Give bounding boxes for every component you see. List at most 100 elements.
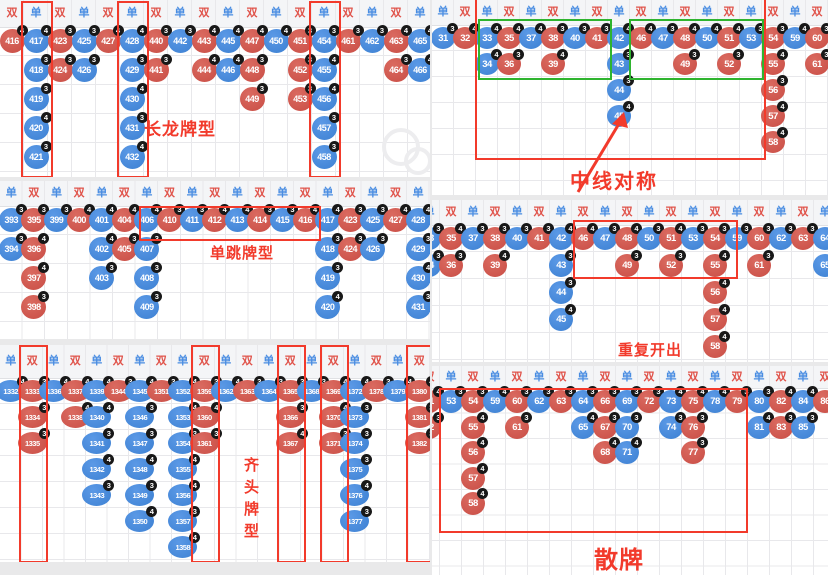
result-ball: 71 4 [615, 437, 642, 464]
result-ball: 62 3 [527, 386, 554, 413]
count-badge: 3 [653, 223, 664, 234]
column-header-odd: 单 [263, 355, 275, 367]
column-header-even: 双 [26, 355, 38, 367]
count-badge: 4 [719, 331, 730, 342]
column-header-odd: 单 [414, 7, 426, 19]
column-header-odd: 单 [687, 206, 699, 218]
draw-number: 1379 [390, 386, 406, 396]
draw-number: 59 [732, 233, 742, 244]
column-header-even: 双 [327, 355, 339, 367]
count-badge: 3 [422, 291, 430, 302]
draw-number: 455 [317, 65, 331, 75]
count-badge: 3 [763, 250, 774, 261]
count-badge: 3 [151, 233, 163, 244]
result-ball: 68 4 [593, 437, 620, 464]
count-badge: 4 [499, 386, 510, 397]
count-badge: 3 [422, 233, 430, 244]
count-badge: 3 [40, 141, 52, 152]
column-header-even: 双 [246, 7, 258, 19]
column-header-odd: 单 [30, 7, 42, 19]
count-badge: 3 [425, 402, 430, 413]
result-ball: 1348 4 [125, 454, 158, 480]
result-ball: 48 4 [673, 23, 700, 49]
count-badge: 3 [623, 49, 634, 60]
result-ball: 403 3 [89, 262, 118, 290]
column-header-even: 双 [635, 6, 647, 18]
draw-number: 46 [636, 32, 646, 44]
count-badge: 4 [241, 204, 253, 215]
result-ball: 79 3 [725, 386, 752, 413]
result-ball: 398 3 [21, 291, 50, 319]
draw-number: 432 [125, 152, 139, 162]
count-badge: 3 [64, 25, 76, 36]
result-ball: 85 3 [791, 411, 818, 439]
column-header-even: 双 [797, 206, 809, 218]
count-badge: 4 [763, 411, 774, 423]
draw-number: 425 [366, 215, 380, 225]
result-ball: 63 3 [549, 386, 576, 413]
result-ball: 67 3 [593, 411, 620, 439]
column-header-odd: 单 [50, 187, 62, 199]
result-ball: 429 3 [119, 54, 148, 82]
column-header-odd: 单 [731, 206, 743, 218]
column-header-even: 双 [294, 7, 306, 19]
draw-number: 1364 [261, 386, 277, 396]
draw-number: 421 [29, 152, 43, 162]
count-badge: 4 [189, 532, 201, 543]
column-header-odd: 单 [701, 6, 713, 18]
count-badge: 3 [400, 54, 412, 65]
count-badge: 4 [400, 204, 411, 215]
draw-number: 57 [710, 314, 720, 325]
count-badge: 4 [296, 428, 308, 439]
result-ball: 13813 [404, 402, 430, 428]
result-ball: 37 3 [461, 223, 488, 250]
draw-number: 75 [688, 396, 698, 407]
result-ball: 81 4 [747, 411, 774, 439]
draw-number: 46 [578, 233, 588, 244]
count-badge: 3 [136, 112, 148, 123]
count-badge: 3 [361, 402, 373, 413]
draw-number: 1354 [175, 438, 191, 448]
draw-number: 440 [149, 36, 163, 46]
draw-number: 397 [27, 273, 41, 283]
count-badge: 3 [631, 411, 642, 423]
draw-number: 446 [221, 65, 235, 75]
result-ball: 76 3 [681, 411, 708, 439]
draw-number: 427 [101, 36, 115, 46]
draw-number: 59 [790, 32, 800, 44]
column-header-odd: 单 [5, 355, 17, 367]
count-badge: 3 [151, 291, 163, 302]
draw-number: 36 [446, 260, 456, 271]
annotation-label: 长龙牌型 [144, 120, 216, 139]
draw-number: 441 [149, 65, 163, 75]
draw-number: 53 [746, 32, 756, 44]
result-ball: 61 3 [805, 49, 828, 75]
count-badge: 3 [328, 25, 340, 36]
result-ball: 36 3 [497, 49, 524, 75]
column-header-odd: 单 [665, 371, 677, 383]
count-badge: 3 [543, 223, 554, 234]
draw-number: 60 [512, 396, 522, 407]
count-badge: 4 [136, 141, 148, 152]
count-badge: 3 [361, 428, 373, 439]
count-badge: 3 [88, 54, 100, 65]
draw-number: 1374 [347, 438, 363, 448]
result-ball: 1335 3 [17, 428, 50, 454]
column-header-odd: 单 [525, 6, 537, 18]
result-ball: 42 4 [549, 223, 576, 250]
count-badge: 3 [521, 223, 532, 234]
draw-number: 72 [644, 396, 654, 407]
draw-number: 44 [556, 287, 566, 298]
result-ball: 66 3 [593, 386, 620, 413]
result-ball: 450 4 [263, 25, 292, 53]
column-header-even: 双 [555, 371, 567, 383]
column-header-odd: 单 [5, 187, 17, 199]
draw-number: 61 [812, 58, 822, 70]
result-ball: 458 3 [311, 141, 340, 169]
count-badge: 4 [422, 204, 430, 215]
count-badge: 3 [128, 233, 140, 244]
count-badge: 3 [38, 204, 50, 215]
result-ball: 411 3 [179, 204, 208, 232]
